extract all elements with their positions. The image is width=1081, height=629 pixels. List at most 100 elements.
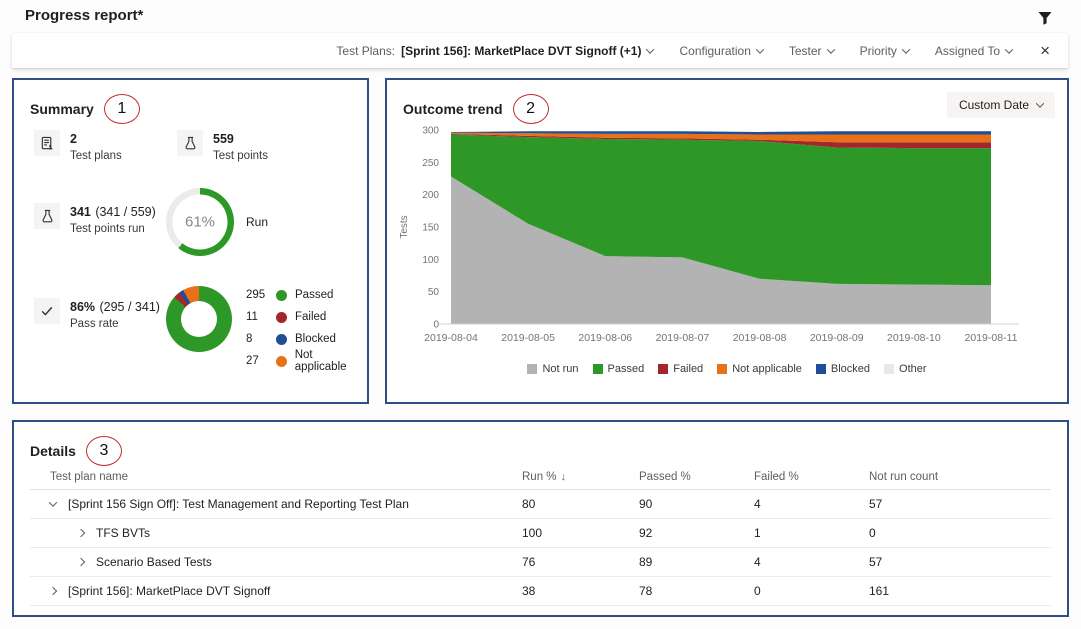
y-axis-label: Tests xyxy=(399,215,410,238)
custom-date-button[interactable]: Custom Date xyxy=(946,92,1055,118)
not-run-count-value: 57 xyxy=(869,497,883,511)
outcome-donut-chart xyxy=(166,286,232,352)
legend-item-not-run[interactable]: Not run xyxy=(527,363,579,375)
stat-label: Test points xyxy=(213,150,268,162)
stat-pass-rate: 86% (295 / 341) Pass rate xyxy=(34,298,160,330)
sort-desc-icon: ↓ xyxy=(560,470,567,483)
svg-text:2019-08-06: 2019-08-06 xyxy=(578,332,632,344)
svg-text:100: 100 xyxy=(422,255,439,266)
chevron-down-icon xyxy=(646,44,655,54)
summary-title: Summary xyxy=(30,101,94,117)
column-passed-pct[interactable]: Passed % xyxy=(639,470,691,483)
chevron-down-icon xyxy=(755,44,765,54)
flask-icon xyxy=(34,203,60,229)
outcome-donut-legend: 295 Passed 11 Failed 8 Blocked 27 Not applicabl… xyxy=(246,284,367,373)
filter-dropdown-configuration[interactable]: Configuration xyxy=(679,44,765,58)
annotation-circle-2: 2 xyxy=(512,94,549,124)
run-label: Run xyxy=(246,215,269,229)
filter-dropdown-assigned-to[interactable]: Assigned To xyxy=(935,44,1014,58)
stat-test-plans: 2 Test plans xyxy=(34,130,122,162)
svg-text:2019-08-11: 2019-08-11 xyxy=(965,332,1018,344)
table-row[interactable]: [Sprint 156]: MarketPlace DVT Signoff 38 7… xyxy=(30,577,1051,606)
column-test-plan-name[interactable]: Test plan name xyxy=(50,470,128,483)
chevron-down-icon[interactable] xyxy=(48,498,58,507)
passed-pct-value: 78 xyxy=(639,584,653,598)
chevron-down-icon xyxy=(826,44,835,54)
table-row[interactable]: Scenario Based Tests 76 89 4 57 xyxy=(30,548,1051,577)
test-plan-name: [Sprint 156]: MarketPlace DVT Signoff xyxy=(68,584,271,598)
run-pct-value: 100 xyxy=(522,526,543,540)
not-run-count-value: 161 xyxy=(869,584,890,598)
stat-value-suffix: (295 / 341) xyxy=(99,300,160,314)
passed-pct-value: 92 xyxy=(639,526,653,540)
stat-value-suffix: (341 / 559) xyxy=(95,205,156,219)
close-filter-icon[interactable]: × xyxy=(1040,41,1050,60)
test-plans-value: [Sprint 156]: MarketPlace DVT Signoff (+… xyxy=(401,43,642,58)
donut-legend-item: 8 Blocked xyxy=(246,333,336,345)
filter-dropdown-priority[interactable]: Priority xyxy=(860,44,911,58)
filter-dropdown-tester[interactable]: Tester xyxy=(789,44,835,58)
svg-text:50: 50 xyxy=(428,287,440,298)
run-pct-value: 38 xyxy=(522,584,536,598)
stat-value: 341 xyxy=(70,205,91,219)
legend-item-other[interactable]: Other xyxy=(884,363,927,375)
details-table: Test plan name Run % ↓ Passed % Failed % … xyxy=(30,464,1051,606)
failed-pct-value: 4 xyxy=(754,555,761,569)
area-series-passed xyxy=(451,134,991,286)
chevron-right-icon[interactable] xyxy=(76,528,86,538)
legend-item-passed[interactable]: Passed xyxy=(592,363,644,375)
details-card: Details 3 Test plan name Run % ↓ Passed %… xyxy=(12,420,1069,617)
column-failed-pct[interactable]: Failed % xyxy=(754,470,799,483)
not-run-count-value: 57 xyxy=(869,555,883,569)
svg-text:2019-08-08: 2019-08-08 xyxy=(733,332,787,344)
stat-value: 559 xyxy=(213,132,234,146)
test-plan-name: TFS BVTs xyxy=(96,526,151,540)
svg-text:200: 200 xyxy=(422,190,439,201)
failed-pct-value: 0 xyxy=(754,584,761,598)
svg-text:2019-08-05: 2019-08-05 xyxy=(501,332,555,344)
table-row[interactable]: [Sprint 156 Sign Off]: Test Management a… xyxy=(30,490,1051,519)
chevron-down-icon xyxy=(1004,44,1014,54)
summary-card: Summary 1 2 Test plans 559 Test points xyxy=(12,78,369,404)
legend-item-failed[interactable]: Failed xyxy=(658,363,703,375)
flask-icon xyxy=(177,130,203,156)
passed-pct-value: 89 xyxy=(639,555,653,569)
not-run-count-value: 0 xyxy=(869,526,876,540)
column-run-pct[interactable]: Run % ↓ xyxy=(522,470,567,483)
chevron-right-icon[interactable] xyxy=(76,557,86,567)
chart-legend: Not run Passed Failed Not applicable Blocked… xyxy=(387,363,1067,375)
svg-text:150: 150 xyxy=(422,223,439,234)
run-pct-value: 80 xyxy=(522,497,536,511)
outcome-trend-card: Outcome trend 2 Custom Date 0 50 100 150 200… xyxy=(385,78,1069,404)
annotation-circle-1: 1 xyxy=(103,94,140,124)
outcome-trend-title: Outcome trend xyxy=(403,101,503,117)
annotation-circle-3: 3 xyxy=(85,436,122,466)
legend-item-blocked[interactable]: Blocked xyxy=(815,363,870,375)
svg-text:0: 0 xyxy=(433,320,439,331)
chevron-down-icon xyxy=(901,44,911,54)
legend-item-not-applicable[interactable]: Not applicable xyxy=(717,363,802,375)
failed-pct-value: 4 xyxy=(754,497,761,511)
area-series-blocked xyxy=(451,131,991,135)
donut-legend-item: 11 Failed xyxy=(246,311,327,323)
stat-test-points-run: 341 (341 / 559) Test points run xyxy=(34,203,156,235)
run-donut-chart: 61% xyxy=(166,188,234,256)
column-not-run-count[interactable]: Not run count xyxy=(869,470,939,483)
svg-text:2019-08-09: 2019-08-09 xyxy=(810,332,864,344)
table-row[interactable]: TFS BVTs 100 92 1 0 xyxy=(30,519,1051,548)
svg-text:250: 250 xyxy=(422,158,439,169)
outcome-trend-chart: 0 50 100 150 200 250 300 2019-08-04 2019-08-05 20… xyxy=(399,126,1019,344)
svg-text:300: 300 xyxy=(422,126,439,137)
run-percent: 61% xyxy=(184,213,216,231)
stat-value: 86% xyxy=(70,300,96,314)
donut-legend-item: 27 Not applicable xyxy=(246,349,347,373)
chevron-right-icon[interactable] xyxy=(48,586,58,596)
run-pct-value: 76 xyxy=(522,555,536,569)
test-plan-name: Scenario Based Tests xyxy=(96,555,212,569)
filter-funnel-icon[interactable] xyxy=(1037,10,1053,26)
area-series-not-run xyxy=(451,176,991,324)
custom-date-label: Custom Date xyxy=(958,98,1029,112)
test-plans-filter[interactable]: Test Plans: [Sprint 156]: MarketPlace DV… xyxy=(336,43,655,58)
stat-label: Test plans xyxy=(70,150,122,162)
test-plan-name: [Sprint 156 Sign Off]: Test Management a… xyxy=(68,497,409,511)
